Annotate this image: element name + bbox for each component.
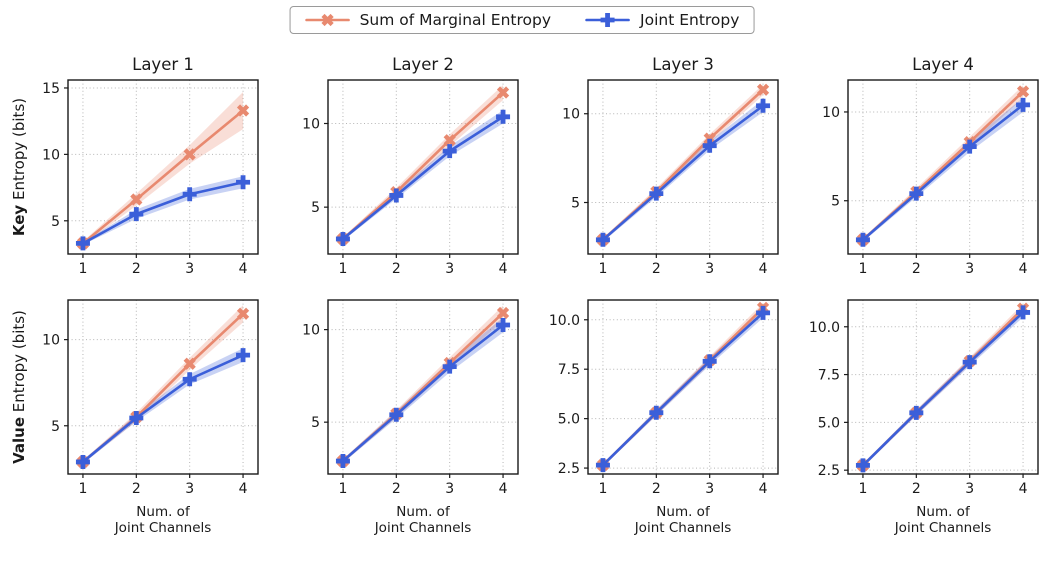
svg-text:4: 4 [1019,261,1028,277]
svg-text:10: 10 [42,147,60,163]
svg-text:Layer 1: Layer 1 [132,55,194,74]
svg-text:2.5: 2.5 [818,463,840,479]
svg-text:Layer 3: Layer 3 [652,55,714,74]
svg-text:10.0: 10.0 [809,320,840,336]
svg-text:2: 2 [912,481,921,497]
svg-text:Joint Channels: Joint Channels [114,520,212,536]
svg-text:5: 5 [571,196,580,212]
svg-text:4: 4 [239,481,248,497]
legend-item-sum-of-marginal-entropy: Sum of Marginal Entropy [305,11,551,29]
svg-text:4: 4 [759,481,768,497]
svg-text:2.5: 2.5 [558,461,580,477]
svg-text:10: 10 [302,117,320,133]
svg-text:1: 1 [598,261,607,277]
subplot-key-layer-3: Layer 3 1 2 3 4 5 10 [562,55,779,277]
svg-text:Joint Channels: Joint Channels [374,520,472,536]
svg-text:2: 2 [392,481,401,497]
svg-text:3: 3 [965,481,974,497]
svg-text:5: 5 [311,200,320,216]
svg-text:5.0: 5.0 [558,412,580,428]
svg-text:3: 3 [965,261,974,277]
subplot-row-value: 1 2 3 4 5 10 Num. of Joint Channels 1 2 3 4 5 10 Num.… [4,294,1044,548]
svg-text:4: 4 [499,261,508,277]
svg-text:3: 3 [705,261,714,277]
svg-text:7.5: 7.5 [818,368,840,384]
svg-text:1: 1 [338,481,347,497]
legend-item-joint-entropy: Joint Entropy [585,11,739,29]
svg-text:4: 4 [499,481,508,497]
svg-text:10: 10 [42,333,60,349]
svg-text:4: 4 [239,261,248,277]
legend-label: Joint Entropy [640,11,740,29]
legend-label: Sum of Marginal Entropy [359,11,552,29]
svg-text:15: 15 [42,81,60,97]
svg-text:10.0: 10.0 [549,313,580,329]
svg-text:Num. of: Num. of [396,504,451,520]
svg-text:10: 10 [302,323,320,339]
svg-text:5: 5 [311,415,320,431]
svg-text:Layer 4: Layer 4 [912,55,974,74]
svg-text:3: 3 [705,481,714,497]
subplot-key-layer-1: Layer 1 1 2 3 4 5 10 15 [42,55,259,277]
svg-text:Num. of: Num. of [656,504,711,520]
svg-text:1: 1 [78,261,87,277]
svg-text:10: 10 [562,107,580,123]
svg-text:1: 1 [78,481,87,497]
svg-text:Joint Channels: Joint Channels [894,520,992,536]
svg-text:2: 2 [132,481,141,497]
svg-text:1: 1 [858,481,867,497]
svg-text:2: 2 [912,261,921,277]
svg-text:2: 2 [652,261,661,277]
svg-text:Joint Channels: Joint Channels [634,520,732,536]
subplot-key-layer-2: Layer 2 1 2 3 4 5 10 [302,55,519,277]
svg-text:Num. of: Num. of [136,504,191,520]
svg-text:7.5: 7.5 [558,362,580,378]
svg-text:5: 5 [51,419,60,435]
joint-entropy-plus-marker-icon [585,13,631,27]
subplot-key-layer-4: Layer 4 1 2 3 4 5 10 [822,55,1039,277]
svg-text:5: 5 [831,194,840,210]
svg-text:1: 1 [598,481,607,497]
svg-text:1: 1 [338,261,347,277]
svg-text:2: 2 [132,261,141,277]
svg-text:1: 1 [858,261,867,277]
svg-text:3: 3 [185,481,194,497]
svg-text:2: 2 [392,261,401,277]
svg-text:5: 5 [51,214,60,230]
svg-text:4: 4 [759,261,768,277]
svg-text:Num. of: Num. of [916,504,971,520]
svg-text:5.0: 5.0 [818,415,840,431]
svg-text:10: 10 [822,105,840,121]
svg-text:Layer 2: Layer 2 [392,55,454,74]
legend: Sum of Marginal Entropy Joint Entropy [289,6,755,34]
svg-text:3: 3 [185,261,194,277]
svg-text:3: 3 [445,481,454,497]
svg-text:3: 3 [445,261,454,277]
marginal-entropy-x-marker-icon [305,13,350,27]
svg-text:4: 4 [1019,481,1028,497]
svg-text:2: 2 [652,481,661,497]
